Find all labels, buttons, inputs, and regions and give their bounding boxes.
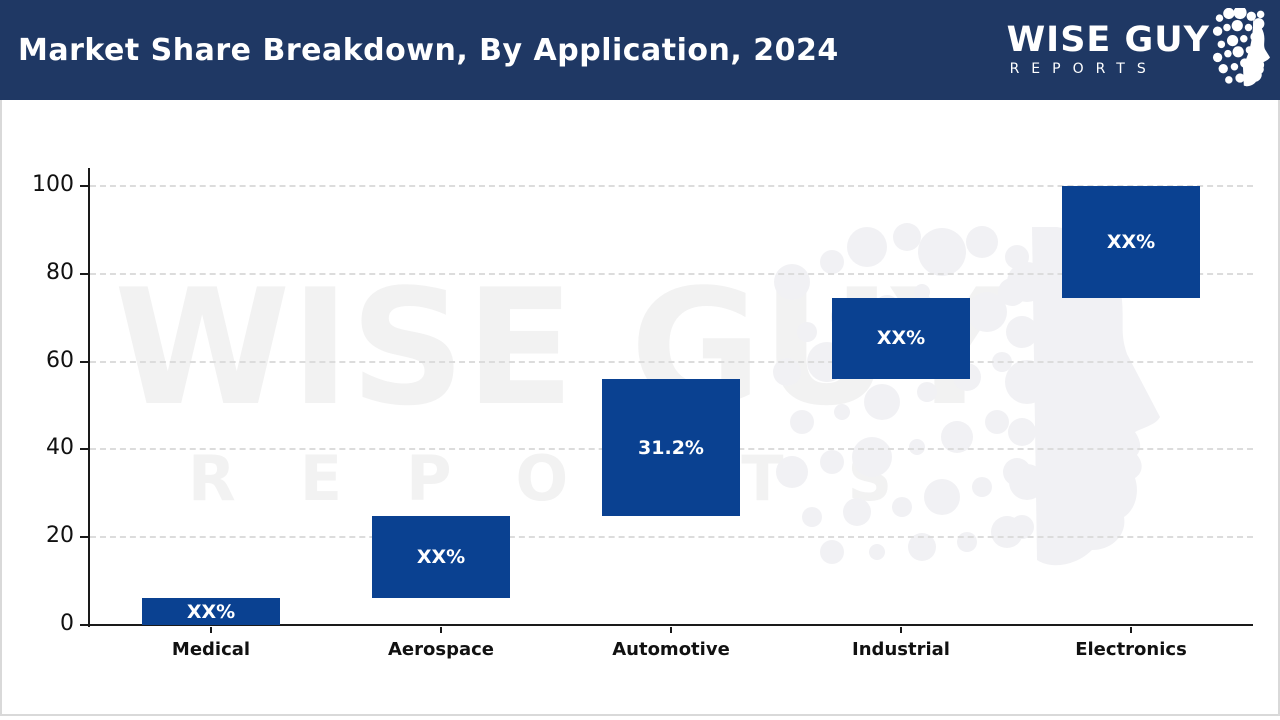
- wiseguy-face-icon: [1212, 8, 1270, 87]
- brand-logo: WISE GUY REPORTS: [1007, 8, 1270, 90]
- watermark-face-icon: [773, 223, 1160, 566]
- header-bar: Market Share Breakdown, By Application, …: [0, 0, 1280, 100]
- page-title: Market Share Breakdown, By Application, …: [18, 32, 839, 68]
- chart-canvas: WISE GUY REPORTS: [0, 100, 1280, 716]
- watermark-subtitle: REPORTS: [188, 442, 957, 515]
- logo-wordmark: WISE GUY: [1006, 20, 1210, 60]
- brand-logo-text: WISE GUY REPORTS: [1007, 21, 1210, 77]
- logo-subtitle: REPORTS: [1009, 61, 1158, 77]
